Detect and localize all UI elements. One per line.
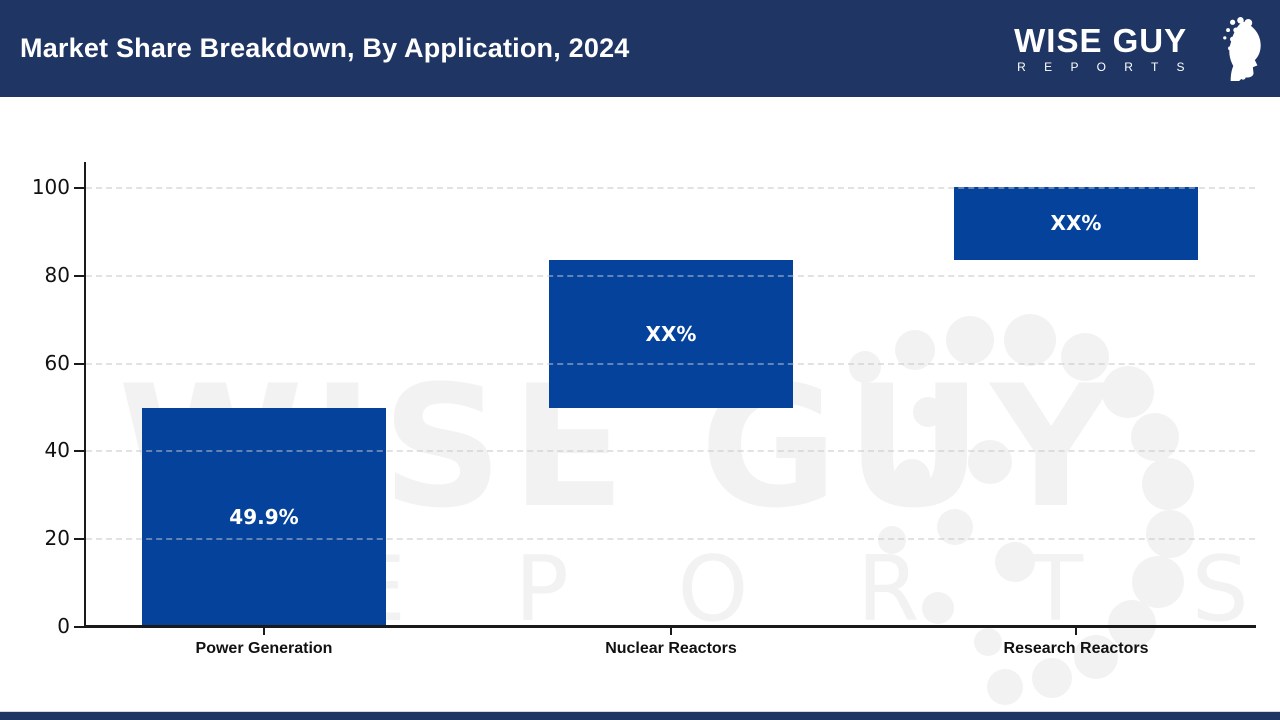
wise-guy-reports-logo: WISE GUY R E P O R T S <box>1014 7 1280 91</box>
x-tick-mark-power-generation <box>263 628 265 635</box>
y-tick-label-20: 20 <box>44 526 70 551</box>
logo-face-icon <box>1223 16 1261 81</box>
y-tick-mark-40 <box>74 450 84 453</box>
bar-power-generation[interactable]: 49.9% <box>142 407 386 627</box>
y-tick-label-40: 40 <box>44 438 70 463</box>
x-category-label-research-reactors: Research Reactors <box>1003 640 1149 657</box>
bar-value-label-research-reactors: XX% <box>1050 211 1102 236</box>
x-category-label-nuclear-reactors: Nuclear Reactors <box>605 640 737 657</box>
x-category-label-power-generation: Power Generation <box>195 640 333 657</box>
y-tick-label-60: 60 <box>44 350 70 375</box>
bar-nuclear-reactors[interactable]: XX% <box>549 259 793 408</box>
gridline-80 <box>86 274 1255 277</box>
gridline-20 <box>86 538 1255 541</box>
x-tick-mark-nuclear-reactors <box>670 628 672 635</box>
footer-bar <box>0 711 1280 720</box>
y-tick-mark-20 <box>74 538 84 541</box>
gridline-40 <box>86 450 1255 453</box>
chart-plot-area: WISE GUY R E P O R T S 0 20 40 60 80 100 49.9%… <box>0 97 1280 712</box>
bar-value-label-power-generation: 49.9% <box>229 505 299 530</box>
y-tick-label-100: 100 <box>31 175 70 199</box>
y-tick-mark-80 <box>74 274 84 277</box>
page-title: Market Share Breakdown, By Application, … <box>20 33 630 63</box>
gridline-60 <box>86 362 1255 365</box>
y-tick-mark-0 <box>74 626 84 628</box>
header-bar: Market Share Breakdown, By Application, … <box>0 0 1280 97</box>
y-tick-mark-100 <box>74 187 84 189</box>
y-tick-label-80: 80 <box>44 262 70 287</box>
logo-wordmark: WISE GUY <box>1014 21 1188 59</box>
gridline-100 <box>86 187 1255 189</box>
x-axis-line <box>84 625 1256 628</box>
logo-subtitle: R E P O R T S <box>1017 59 1192 74</box>
y-tick-mark-60 <box>74 362 84 365</box>
x-tick-mark-research-reactors <box>1075 628 1077 635</box>
bar-research-reactors[interactable]: XX% <box>954 186 1198 260</box>
logo-text: WISE GUY R E P O R T S <box>1014 24 1192 74</box>
y-tick-label-0: 0 <box>57 614 70 638</box>
bar-value-label-nuclear-reactors: XX% <box>645 321 697 346</box>
y-axis-line <box>84 162 86 627</box>
